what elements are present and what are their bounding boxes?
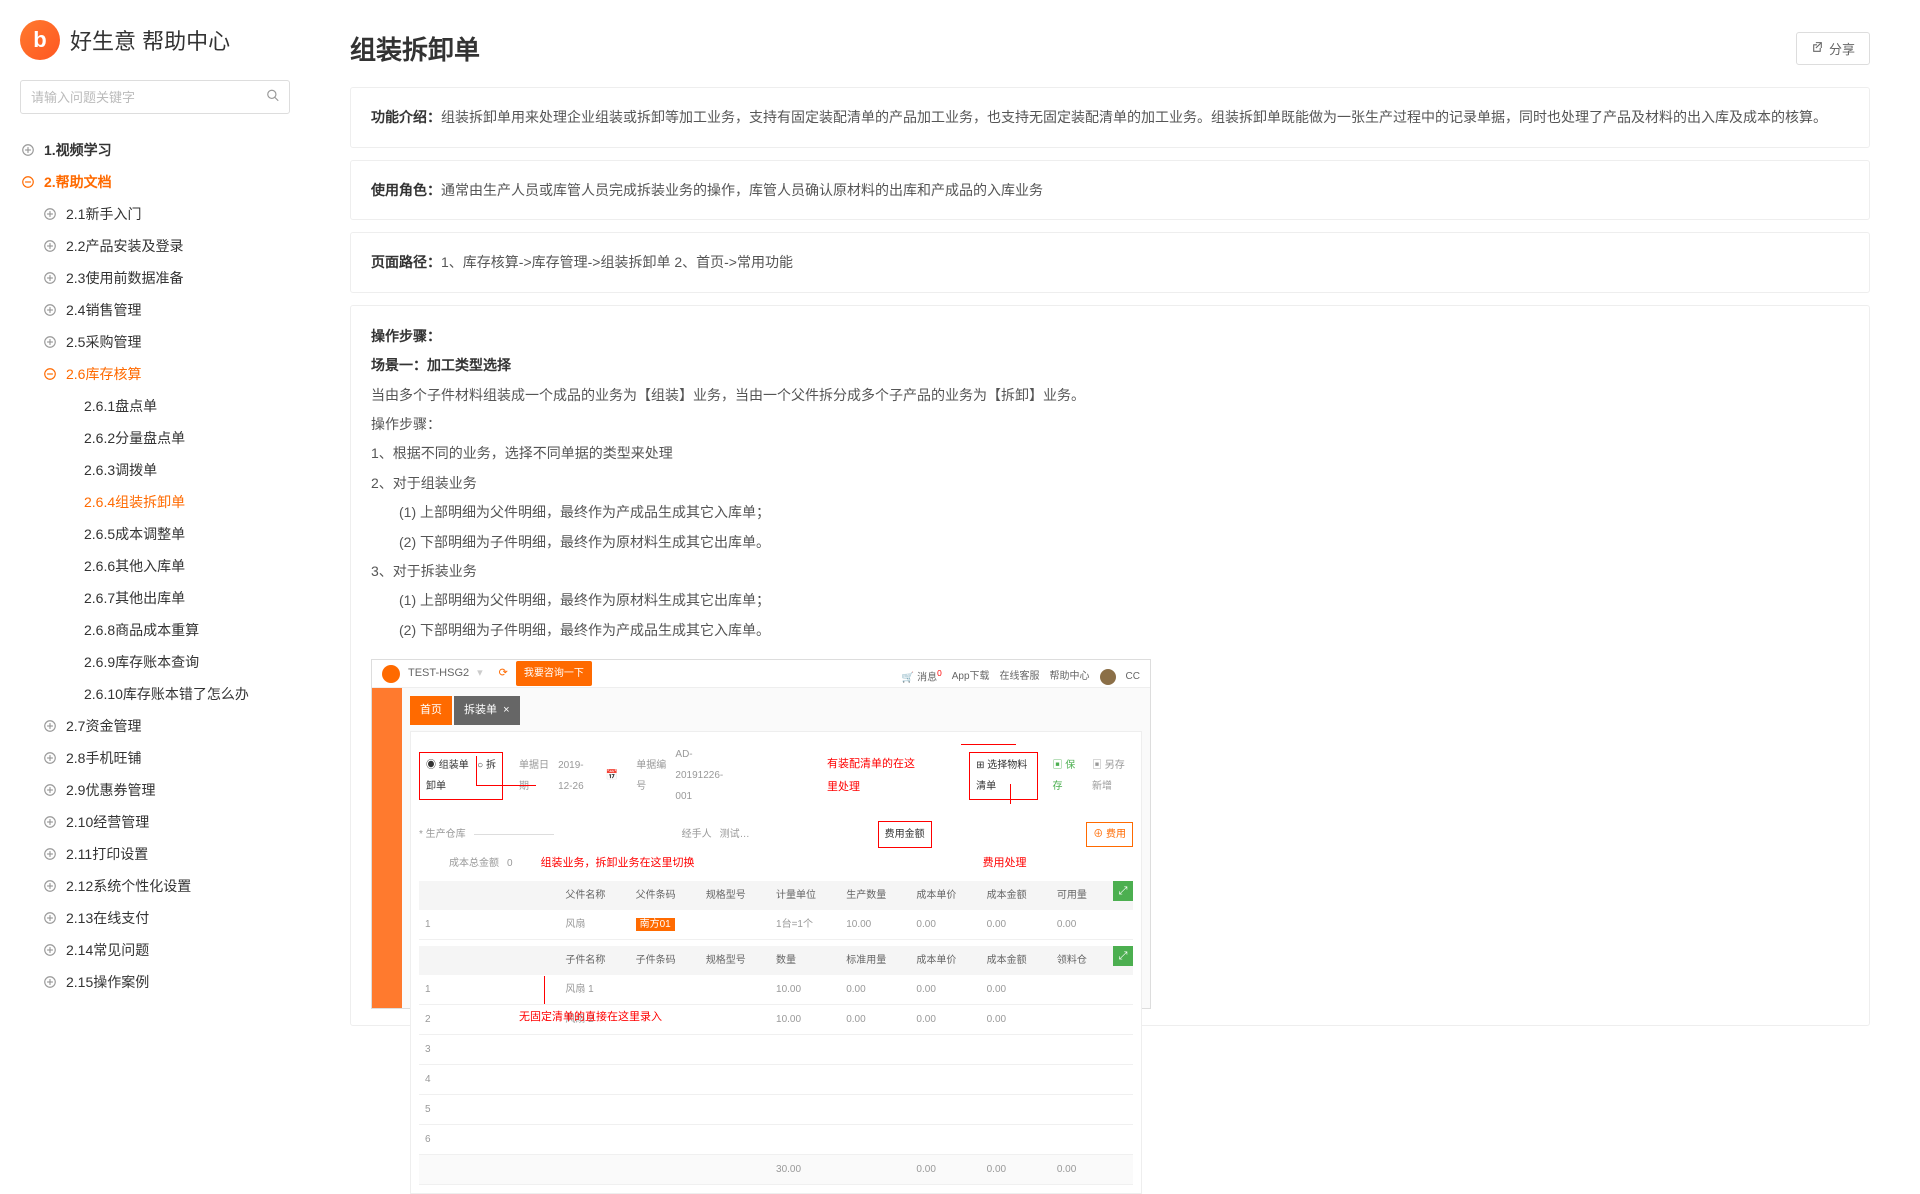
step-2: 2、对于组装业务: [371, 469, 1849, 498]
ss-leftbar: [372, 688, 402, 1008]
step-2a: (1) 上部明细为父件明细，最终作为产成品生成其它入库单；: [371, 498, 1849, 527]
step-3a: (1) 上部明细为父件明细，最终作为原材料生成其它出库单；: [371, 586, 1849, 615]
intro-text: 组装拆卸单用来处理企业组装或拆卸等加工业务，支持有固定装配清单的产品加工业务，也…: [441, 109, 1827, 125]
nav-l2-item[interactable]: 2.2产品安装及登录: [20, 230, 310, 262]
plus-icon: [42, 878, 58, 894]
share-label: 分享: [1829, 39, 1855, 58]
ss-tab-new: 拆装单 ×: [454, 696, 520, 725]
share-button[interactable]: 分享: [1796, 32, 1870, 65]
plus-icon: [42, 238, 58, 254]
share-icon: [1811, 41, 1824, 57]
path-label: 页面路径：: [371, 254, 441, 270]
plus-icon: [42, 846, 58, 862]
plus-icon: [42, 910, 58, 926]
nav-l3-item[interactable]: 2.6.5成本调整单: [20, 518, 310, 550]
logo-text: 好生意 帮助中心: [70, 24, 230, 56]
plus-icon: [42, 334, 58, 350]
role-box: 使用角色：通常由生产人员或库管人员完成拆装业务的操作，库管人员确认原材料的出库和…: [350, 160, 1870, 221]
nav-l3-item[interactable]: 2.6.4组装拆卸单: [20, 486, 310, 518]
nav-l3-item[interactable]: 2.6.10库存账本错了怎么办: [20, 678, 310, 710]
main-content: 组装拆卸单 分享 功能介绍：组装拆卸单用来处理企业组装或拆卸等加工业务，支持有固…: [310, 0, 1910, 1056]
intro-label: 功能介绍：: [371, 109, 441, 125]
page-title: 组装拆卸单: [350, 30, 480, 67]
search-icon[interactable]: [266, 89, 280, 106]
plus-icon: [42, 814, 58, 830]
plus-icon: [42, 942, 58, 958]
nav-l2-item[interactable]: 2.7资金管理: [20, 710, 310, 742]
plus-icon: [42, 206, 58, 222]
path-box: 页面路径：1、库存核算->库存管理->组装拆卸单 2、首页->常用功能: [350, 232, 1870, 293]
plus-icon: [42, 718, 58, 734]
steps-box: 操作步骤： 场景一：加工类型选择 当由多个子件材料组装成一个成品的业务为【组装】…: [350, 305, 1870, 1026]
nav-l2-item[interactable]: 2.6库存核算: [20, 358, 310, 390]
step-3b: (2) 下部明细为子件明细，最终作为产成品生成其它入库单。: [371, 616, 1849, 645]
intro-box: 功能介绍：组装拆卸单用来处理企业组装或拆卸等加工业务，支持有固定装配清单的产品加…: [350, 87, 1870, 148]
nav-l3-item[interactable]: 2.6.1盘点单: [20, 390, 310, 422]
nav-l2-item[interactable]: 2.3使用前数据准备: [20, 262, 310, 294]
step-3: 3、对于拆装业务: [371, 557, 1849, 586]
ss-avatar-icon: [1100, 669, 1116, 685]
minus-icon: [20, 174, 36, 190]
nav-l2-item[interactable]: 2.15操作案例: [20, 966, 310, 998]
logo-icon: b: [20, 20, 60, 60]
step-1: 1、根据不同的业务，选择不同单据的类型来处理: [371, 439, 1849, 468]
minus-icon: [42, 366, 58, 382]
logo: b 好生意 帮助中心: [20, 20, 310, 60]
nav-l2-item[interactable]: 2.1新手入门: [20, 198, 310, 230]
nav-tree: 1.视频学习2.帮助文档2.1新手入门2.2产品安装及登录2.3使用前数据准备2…: [20, 134, 310, 998]
nav-l1-item[interactable]: 2.帮助文档: [20, 166, 310, 198]
scene-desc: 当由多个子件材料组装成一个成品的业务为【组装】业务，当由一个父件拆分成多个子产品…: [371, 381, 1849, 410]
steps-subtitle: 操作步骤：: [371, 410, 1849, 439]
nav-l3-item[interactable]: 2.6.3调拨单: [20, 454, 310, 486]
nav-l3-item[interactable]: 2.6.9库存账本查询: [20, 646, 310, 678]
role-label: 使用角色：: [371, 182, 441, 198]
step-2b: (2) 下部明细为子件明细，最终作为原材料生成其它出库单。: [371, 528, 1849, 557]
nav-l2-item[interactable]: 2.13在线支付: [20, 902, 310, 934]
inner-screenshot: TEST-HSG2 ▾ ⟳ 我要咨询一下 🛒 消息0 App下载 在线客服 帮助…: [371, 659, 1849, 1009]
plus-icon: [20, 142, 36, 158]
search-wrap: [20, 80, 310, 114]
plus-icon: [42, 270, 58, 286]
nav-l2-item[interactable]: 2.4销售管理: [20, 294, 310, 326]
nav-l2-item[interactable]: 2.10经营管理: [20, 806, 310, 838]
sidebar: b 好生意 帮助中心 1.视频学习2.帮助文档2.1新手入门2.2产品安装及登录…: [0, 0, 310, 1056]
role-text: 通常由生产人员或库管人员完成拆装业务的操作，库管人员确认原材料的出库和产成品的入…: [441, 182, 1043, 198]
steps-title: 操作步骤：: [371, 322, 1849, 351]
nav-l2-item[interactable]: 2.8手机旺铺: [20, 742, 310, 774]
nav-l1-item[interactable]: 1.视频学习: [20, 134, 310, 166]
nav-l2-item[interactable]: 2.9优惠券管理: [20, 774, 310, 806]
ss-tab-home: 首页: [410, 696, 452, 725]
plus-icon: [42, 782, 58, 798]
plus-icon: [42, 750, 58, 766]
plus-icon: [42, 302, 58, 318]
search-input[interactable]: [20, 80, 290, 114]
nav-l2-item[interactable]: 2.14常见问题: [20, 934, 310, 966]
nav-l2-item[interactable]: 2.11打印设置: [20, 838, 310, 870]
nav-l2-item[interactable]: 2.12系统个性化设置: [20, 870, 310, 902]
scene-title: 场景一：加工类型选择: [371, 351, 1849, 380]
nav-l3-item[interactable]: 2.6.2分量盘点单: [20, 422, 310, 454]
nav-l3-item[interactable]: 2.6.6其他入库单: [20, 550, 310, 582]
plus-icon: [42, 974, 58, 990]
nav-l2-item[interactable]: 2.5采购管理: [20, 326, 310, 358]
nav-l3-item[interactable]: 2.6.8商品成本重算: [20, 614, 310, 646]
path-text: 1、库存核算->库存管理->组装拆卸单 2、首页->常用功能: [441, 254, 793, 270]
nav-l3-item[interactable]: 2.6.7其他出库单: [20, 582, 310, 614]
ss-expand-icon: ⤢: [1113, 881, 1133, 901]
ss-expand-icon-2: ⤢: [1113, 946, 1133, 966]
ss-logo-icon: [382, 665, 400, 683]
